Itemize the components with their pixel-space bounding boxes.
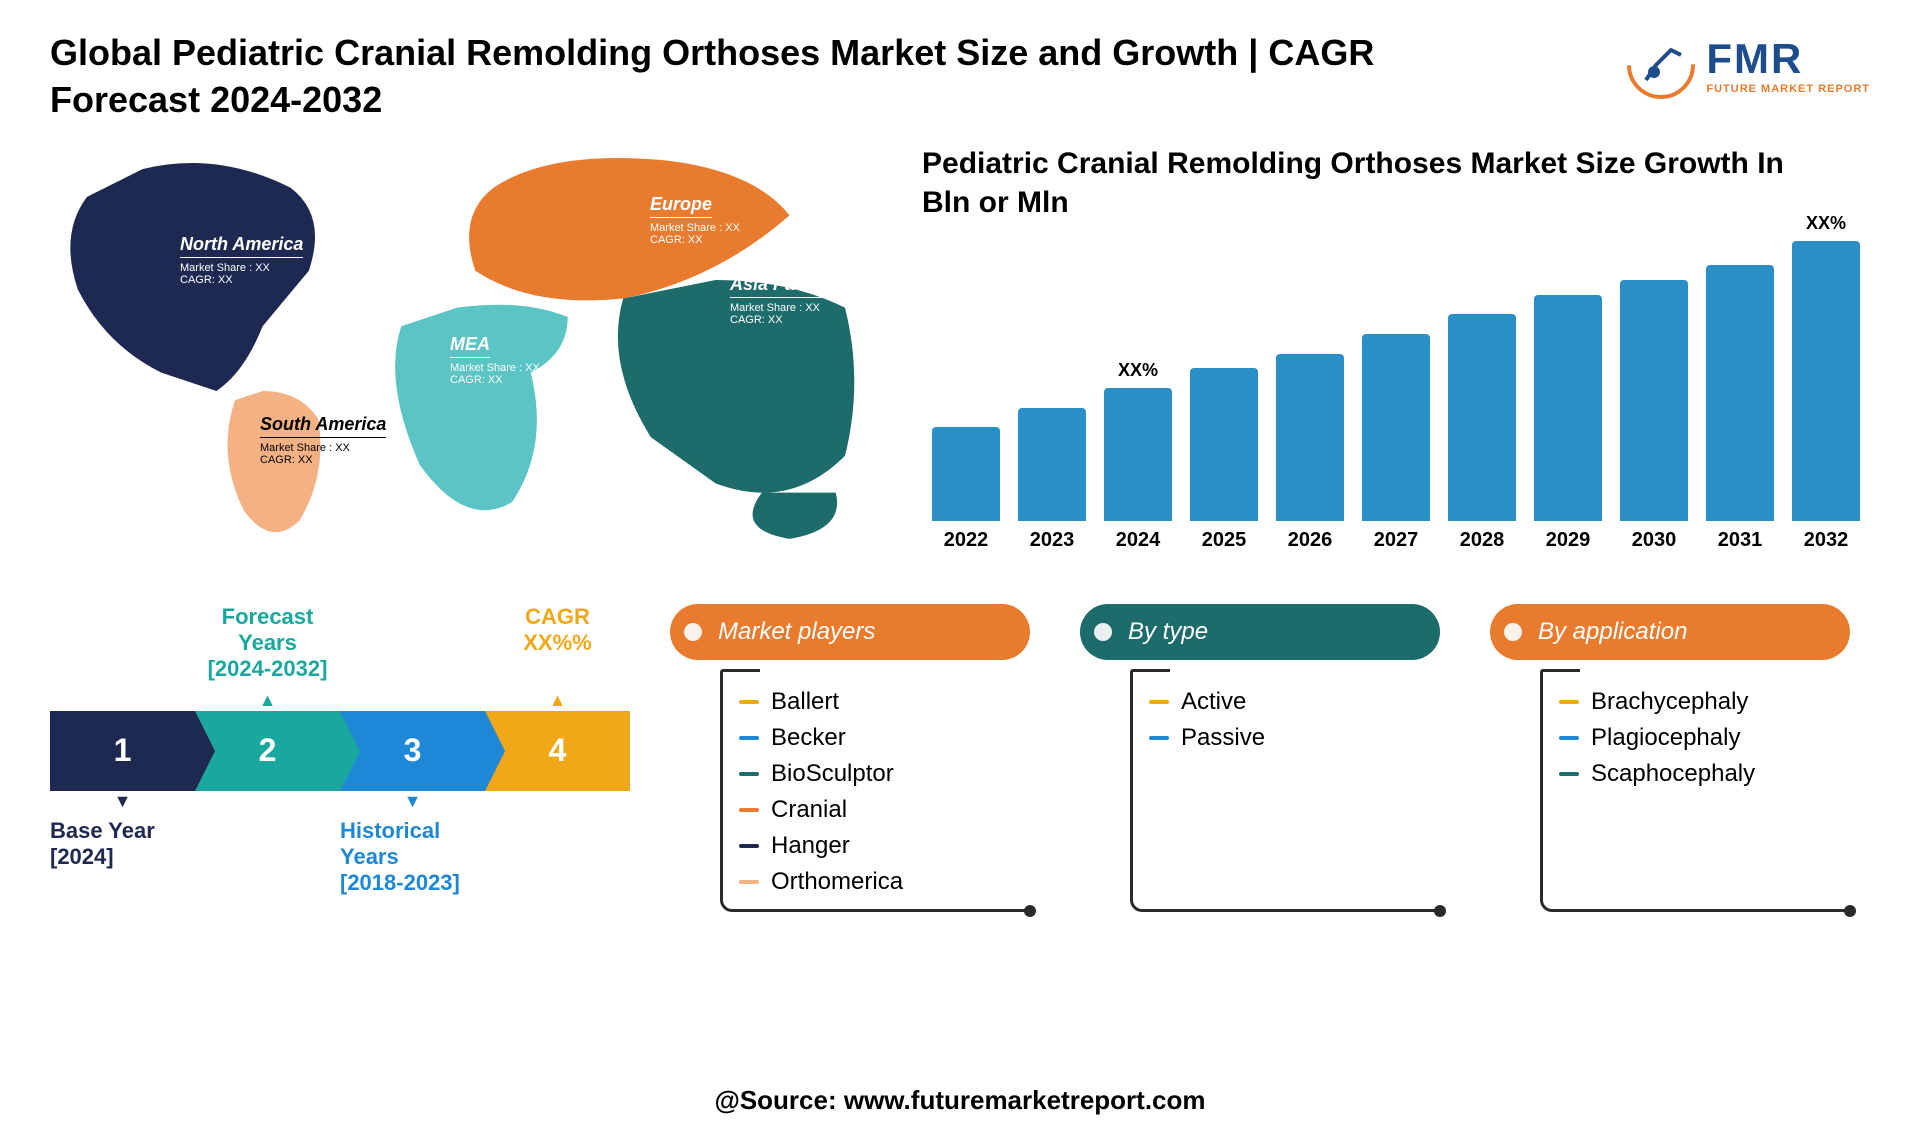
bar-annotation: XX% <box>1118 360 1158 381</box>
chart-title: Pediatric Cranial Remolding Orthoses Mar… <box>922 144 1870 222</box>
category-label: By type <box>1128 618 1208 646</box>
logo-sub: FUTURE MARKET REPORT <box>1706 83 1870 95</box>
bar-annotation: XX% <box>1806 213 1846 234</box>
bullet-icon <box>1149 700 1169 704</box>
bar-2023: 2023 <box>1018 408 1086 552</box>
list-item-text: Becker <box>771 724 846 752</box>
list-item-text: Plagiocephaly <box>1591 724 1740 752</box>
pill-dot-icon <box>684 623 702 641</box>
category-pill: By type <box>1080 604 1440 660</box>
bullet-icon <box>1559 736 1579 740</box>
list-item: Plagiocephaly <box>1559 720 1842 756</box>
bar-2028: 2028 <box>1448 314 1516 551</box>
bullet-icon <box>739 736 759 740</box>
list-item-text: Brachycephaly <box>1591 688 1748 716</box>
list-item: Ballert <box>739 684 1022 720</box>
list-item: Becker <box>739 720 1022 756</box>
bar-year-label: 2029 <box>1546 529 1591 552</box>
category-market-players: Market players Ballert Becker BioSculptor Cr… <box>670 604 1030 912</box>
logo-main: FMR <box>1706 35 1870 83</box>
list-item-text: Scaphocephaly <box>1591 760 1755 788</box>
bullet-icon <box>1559 772 1579 776</box>
bar-chart: Pediatric Cranial Remolding Orthoses Mar… <box>922 144 1870 564</box>
list-item-text: Ballert <box>771 688 839 716</box>
timeline-segment-4: 4 <box>485 711 630 791</box>
list-item-text: Cranial <box>771 796 847 824</box>
bullet-icon <box>739 700 759 704</box>
list-item: Active <box>1149 684 1432 720</box>
category-bracket: Active Passive <box>1130 672 1440 912</box>
list-item-text: Hanger <box>771 832 850 860</box>
timeline-segment-1: 1 <box>50 711 195 791</box>
bar-2029: 2029 <box>1534 295 1602 552</box>
list-item-text: Active <box>1181 688 1246 716</box>
bar-2026: 2026 <box>1276 354 1344 552</box>
pill-dot-icon <box>1094 623 1112 641</box>
list-item-text: BioSculptor <box>771 760 894 788</box>
list-item: Orthomerica <box>739 864 1022 900</box>
bar-year-label: 2023 <box>1030 529 1075 552</box>
bar-year-label: 2022 <box>944 529 989 552</box>
logo: FMR FUTURE MARKET REPORT <box>1626 30 1870 100</box>
historical-years-label: Historical Years [2018-2023] <box>340 818 485 896</box>
list-item: Cranial <box>739 792 1022 828</box>
list-item: BioSculptor <box>739 756 1022 792</box>
region-label-asia-pacific: Asia PacificMarket Share : XXCAGR: XX <box>730 274 831 326</box>
region-label-north-america: North AmericaMarket Share : XXCAGR: XX <box>180 234 303 286</box>
bar-year-label: 2024 <box>1116 529 1161 552</box>
page-title: Global Pediatric Cranial Remolding Ortho… <box>50 30 1450 124</box>
category-bracket: Ballert Becker BioSculptor Cranial Hanger Ort… <box>720 672 1030 912</box>
world-map: North AmericaMarket Share : XXCAGR: XX So… <box>50 144 882 564</box>
bullet-icon <box>739 808 759 812</box>
bar-year-label: 2026 <box>1288 529 1333 552</box>
bullet-icon <box>1149 736 1169 740</box>
bullet-icon <box>739 880 759 884</box>
category-label: Market players <box>718 618 875 646</box>
category-bracket: Brachycephaly Plagiocephaly Scaphocephaly <box>1540 672 1850 912</box>
category-label: By application <box>1538 618 1687 646</box>
timeline-segment-3: 3 <box>340 711 485 791</box>
category-pill: Market players <box>670 604 1030 660</box>
region-label-south-america: South AmericaMarket Share : XXCAGR: XX <box>260 414 386 466</box>
source-attribution: @Source: www.futuremarketreport.com <box>714 1085 1205 1116</box>
category-by-application: By application Brachycephaly Plagiocephaly… <box>1490 604 1850 912</box>
category-by-type: By type Active Passive <box>1080 604 1440 912</box>
bar-year-label: 2027 <box>1374 529 1419 552</box>
list-item: Hanger <box>739 828 1022 864</box>
logo-icon <box>1626 30 1696 100</box>
timeline-segment-2: 2 <box>195 711 340 791</box>
bar-2025: 2025 <box>1190 368 1258 551</box>
bar-2022: 2022 <box>932 427 1000 551</box>
bar-2024: XX%2024 <box>1104 388 1172 552</box>
bullet-icon <box>739 772 759 776</box>
bullet-icon <box>1559 700 1579 704</box>
category-pill: By application <box>1490 604 1850 660</box>
bar-year-label: 2032 <box>1804 529 1849 552</box>
pill-dot-icon <box>1504 623 1522 641</box>
bar-year-label: 2030 <box>1632 529 1677 552</box>
list-item-text: Passive <box>1181 724 1265 752</box>
list-item: Scaphocephaly <box>1559 756 1842 792</box>
bar-2031: 2031 <box>1706 265 1774 551</box>
bar-year-label: 2031 <box>1718 529 1763 552</box>
bar-2030: 2030 <box>1620 280 1688 552</box>
list-item: Passive <box>1149 720 1432 756</box>
cagr-label: CAGR XX%% <box>485 604 630 682</box>
timeline: Forecast Years [2024-2032] CAGR XX%% ▲▲ … <box>50 604 630 896</box>
list-item-text: Orthomerica <box>771 868 903 896</box>
bar-year-label: 2028 <box>1460 529 1505 552</box>
base-year-label: Base Year [2024] <box>50 818 195 896</box>
bar-2027: 2027 <box>1362 334 1430 552</box>
bullet-icon <box>739 844 759 848</box>
region-label-europe: EuropeMarket Share : XXCAGR: XX <box>650 194 740 246</box>
list-item: Brachycephaly <box>1559 684 1842 720</box>
bar-2032: XX%2032 <box>1792 241 1860 552</box>
bar-year-label: 2025 <box>1202 529 1247 552</box>
forecast-years-label: Forecast Years [2024-2032] <box>195 604 340 682</box>
region-label-mea: MEAMarket Share : XXCAGR: XX <box>450 334 540 386</box>
